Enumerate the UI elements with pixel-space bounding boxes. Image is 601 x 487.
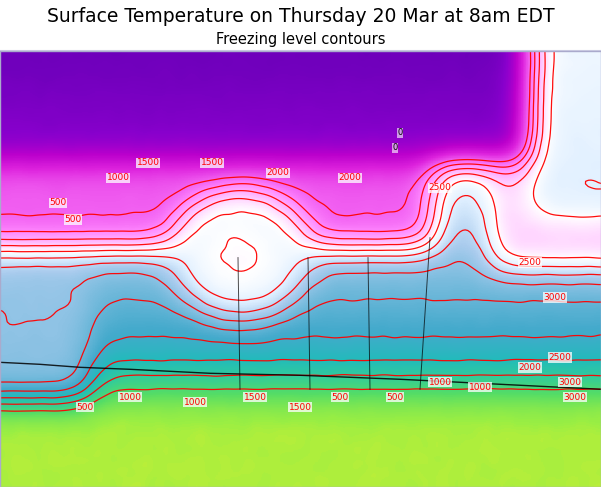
Text: 2500: 2500 (519, 258, 542, 267)
Text: 500: 500 (331, 393, 349, 402)
Text: 2000: 2000 (519, 363, 542, 372)
Text: 1500: 1500 (201, 158, 224, 168)
Text: 3000: 3000 (564, 393, 587, 402)
Text: 3000: 3000 (558, 378, 582, 387)
Text: 500: 500 (49, 198, 67, 207)
Text: 0: 0 (397, 129, 403, 137)
Text: 2000: 2000 (338, 173, 361, 182)
Text: 0: 0 (392, 143, 398, 152)
Text: 1000: 1000 (429, 378, 451, 387)
Bar (0, 51, 55, 287)
Text: 500: 500 (386, 393, 404, 402)
Text: 1000: 1000 (469, 383, 492, 392)
Text: 1500: 1500 (136, 158, 159, 168)
Text: 500: 500 (76, 403, 94, 412)
Text: 1500: 1500 (243, 393, 266, 402)
Text: 500: 500 (64, 215, 82, 224)
Text: 2500: 2500 (429, 183, 451, 192)
Text: 3000: 3000 (543, 293, 567, 302)
Text: 1500: 1500 (288, 403, 311, 412)
Text: 2500: 2500 (549, 353, 572, 362)
Text: Surface Temperature on Thursday 20 Mar at 8am EDT: Surface Temperature on Thursday 20 Mar a… (47, 7, 554, 26)
Text: 1000: 1000 (118, 393, 141, 402)
Text: 2000: 2000 (267, 169, 290, 177)
Text: Freezing level contours: Freezing level contours (216, 32, 385, 47)
Text: 1000: 1000 (183, 398, 207, 407)
Text: 1000: 1000 (106, 173, 129, 182)
